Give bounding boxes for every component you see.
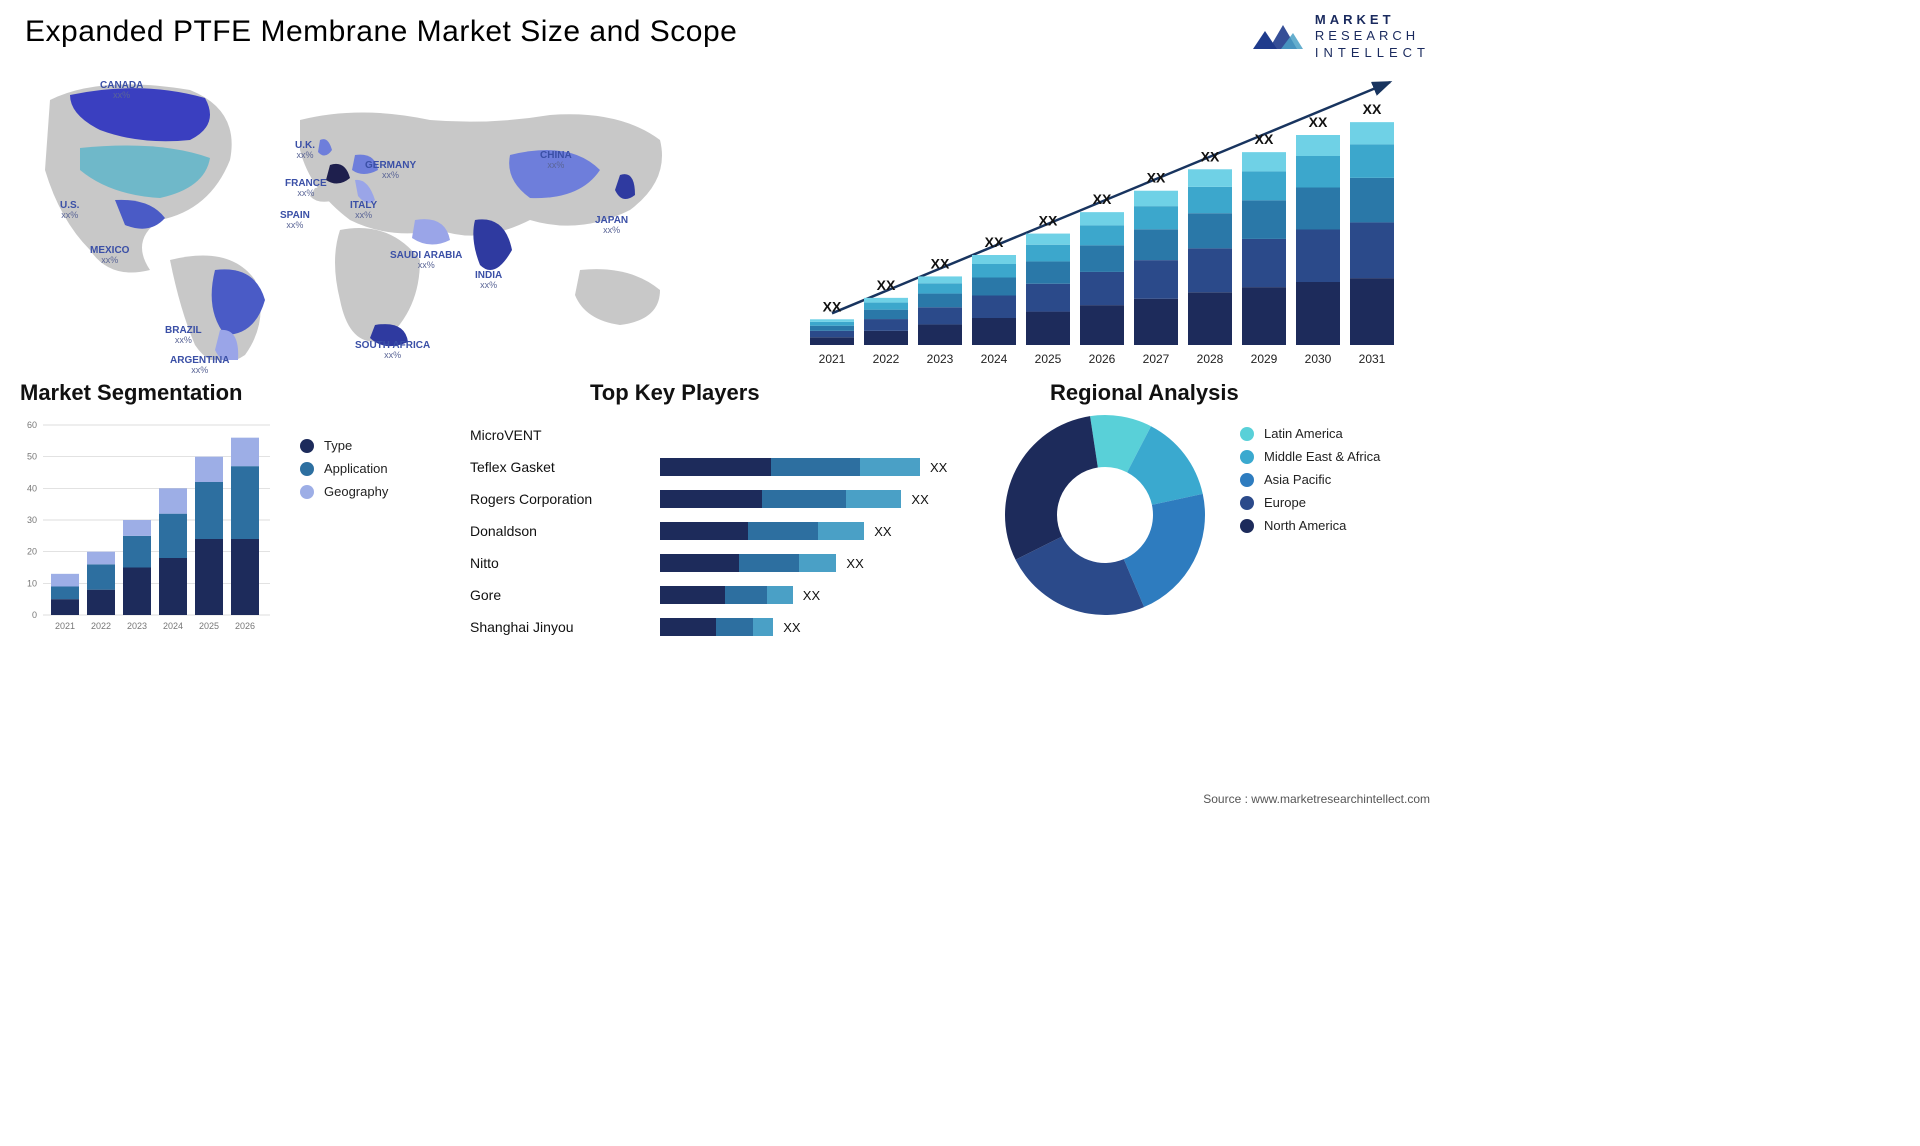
svg-text:2023: 2023 [927, 352, 954, 366]
logo-mark-icon [1251, 15, 1305, 57]
page-title: Expanded PTFE Membrane Market Size and S… [25, 15, 737, 49]
svg-text:30: 30 [27, 515, 37, 525]
svg-text:10: 10 [27, 578, 37, 588]
growth-svg: 2021 XX 2022 XX 2023 XX 2024 XX 2025 XX 2026 XX 2027… [790, 80, 1430, 370]
logo-line-2: RESEARCH [1315, 28, 1430, 44]
svg-text:2022: 2022 [873, 352, 900, 366]
region-legend-latin-america: Latin America [1240, 426, 1430, 441]
players-chart: MicroVENTTeflex GasketXXRogers Corporati… [470, 400, 950, 644]
map-label-u-s-: U.S.xx% [60, 200, 79, 221]
logo-text: MARKET RESEARCH INTELLECT [1315, 12, 1430, 61]
growth-bar-chart: 2021XX2022XX2023XX2024XX2025XX2026XX2027… [790, 80, 1430, 360]
player-row-nitto: NittoXX [470, 548, 950, 578]
svg-text:2024: 2024 [163, 621, 183, 631]
map-label-japan: JAPANxx% [595, 215, 628, 236]
regional-legend: Latin America Middle East & Africa Asia Pa… [1240, 418, 1430, 541]
svg-text:2021: 2021 [55, 621, 75, 631]
logo-line-3: INTELLECT [1315, 45, 1430, 61]
map-label-brazil: BRAZILxx% [165, 325, 202, 346]
svg-text:XX: XX [877, 277, 896, 293]
map-label-u-k-: U.K.xx% [295, 140, 315, 161]
map-label-france: FRANCExx% [285, 178, 327, 199]
seg-legend-geography: Geography [300, 484, 440, 499]
map-label-germany: GERMANYxx% [365, 160, 416, 181]
svg-text:2029: 2029 [1251, 352, 1278, 366]
seg-legend-type: Type [300, 438, 440, 453]
svg-text:50: 50 [27, 452, 37, 462]
map-label-mexico: MEXICOxx% [90, 245, 129, 266]
svg-text:XX: XX [1309, 114, 1328, 130]
map-label-italy: ITALYxx% [350, 200, 377, 221]
svg-text:20: 20 [27, 547, 37, 557]
svg-text:XX: XX [1093, 191, 1112, 207]
svg-text:60: 60 [27, 420, 37, 430]
player-row-gore: GoreXX [470, 580, 950, 610]
svg-text:XX: XX [1147, 170, 1166, 186]
seg-legend-application: Application [300, 461, 440, 476]
map-label-india: INDIAxx% [475, 270, 502, 291]
svg-text:2027: 2027 [1143, 352, 1170, 366]
svg-text:2030: 2030 [1305, 352, 1332, 366]
svg-text:XX: XX [1363, 101, 1382, 117]
svg-text:XX: XX [1255, 131, 1274, 147]
region-legend-middle-east-africa: Middle East & Africa [1240, 449, 1430, 464]
svg-text:2021: 2021 [819, 352, 846, 366]
donut-svg [990, 400, 1220, 630]
svg-text:2025: 2025 [199, 621, 219, 631]
map-label-saudi-arabia: SAUDI ARABIAxx% [390, 250, 462, 271]
svg-text:2024: 2024 [981, 352, 1008, 366]
segmentation-legend: Type Application Geography [300, 430, 440, 507]
map-label-spain: SPAINxx% [280, 210, 310, 231]
svg-text:XX: XX [1039, 213, 1058, 229]
world-map: CANADAxx%U.S.xx%MEXICOxx%BRAZILxx%ARGENT… [20, 70, 680, 360]
player-row-rogers-corporation: Rogers CorporationXX [470, 484, 950, 514]
svg-text:XX: XX [985, 234, 1004, 250]
source-text: Source : www.marketresearchintellect.com [1203, 792, 1430, 806]
regional-donut [990, 400, 1220, 630]
player-row-teflex-gasket: Teflex GasketXX [470, 452, 950, 482]
svg-text:0: 0 [32, 610, 37, 620]
svg-text:XX: XX [1201, 148, 1220, 164]
player-row-donaldson: DonaldsonXX [470, 516, 950, 546]
svg-text:2022: 2022 [91, 621, 111, 631]
svg-text:2023: 2023 [127, 621, 147, 631]
brand-logo: MARKET RESEARCH INTELLECT [1251, 12, 1430, 61]
segmentation-chart: 0 10 20 30 40 50 60 2021 2022 2023 2024 2025 2026 [15, 415, 275, 640]
map-label-south-africa: SOUTH AFRICAxx% [355, 340, 430, 361]
map-label-argentina: ARGENTINAxx% [170, 355, 229, 376]
svg-text:2031: 2031 [1359, 352, 1386, 366]
svg-text:2025: 2025 [1035, 352, 1062, 366]
segmentation-title: Market Segmentation [20, 380, 243, 406]
svg-text:2026: 2026 [1089, 352, 1116, 366]
map-label-canada: CANADAxx% [100, 80, 143, 101]
region-legend-europe: Europe [1240, 495, 1430, 510]
player-row-microvent: MicroVENT [470, 420, 950, 450]
svg-text:2028: 2028 [1197, 352, 1224, 366]
svg-text:40: 40 [27, 483, 37, 493]
svg-text:XX: XX [823, 298, 842, 314]
player-row-shanghai-jinyou: Shanghai JinyouXX [470, 612, 950, 642]
map-label-china: CHINAxx% [540, 150, 572, 171]
svg-text:XX: XX [931, 255, 950, 271]
svg-text:2026: 2026 [235, 621, 255, 631]
logo-line-1: MARKET [1315, 12, 1430, 28]
region-legend-asia-pacific: Asia Pacific [1240, 472, 1430, 487]
region-legend-north-america: North America [1240, 518, 1430, 533]
segmentation-svg: 0 10 20 30 40 50 60 2021 2022 2023 2024 2025 2026 [15, 415, 275, 640]
